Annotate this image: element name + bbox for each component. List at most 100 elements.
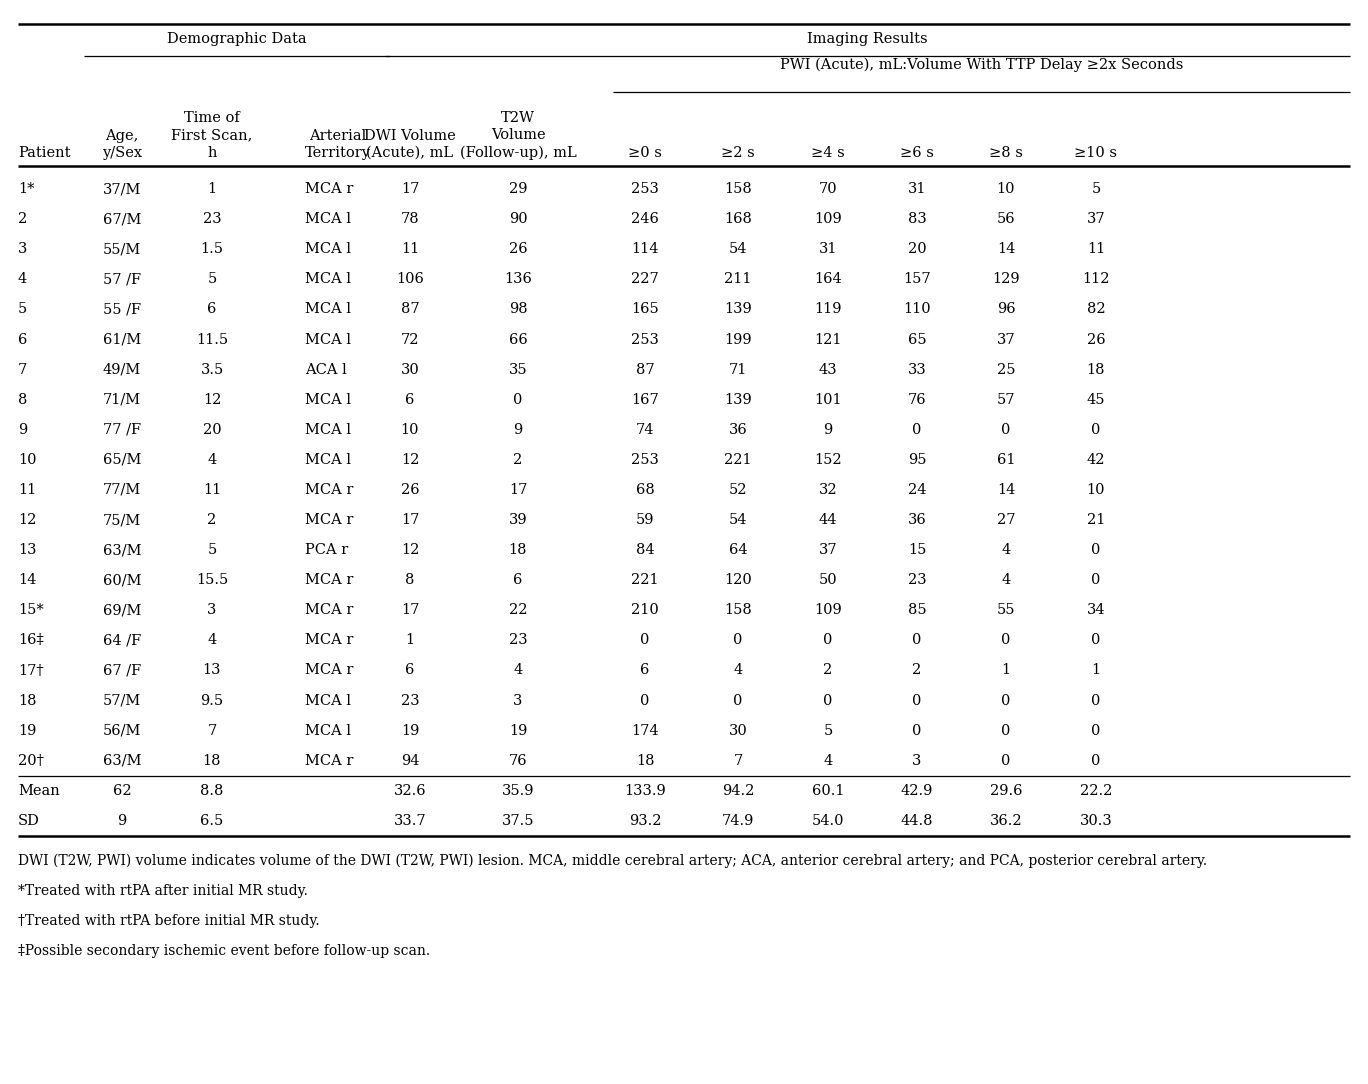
Text: 30: 30: [729, 724, 747, 738]
Text: MCA l: MCA l: [305, 302, 352, 317]
Text: 253: 253: [631, 453, 659, 467]
Text: 32: 32: [818, 483, 837, 496]
Text: ‡Possible secondary ischemic event before follow-up scan.: ‡Possible secondary ischemic event befor…: [18, 944, 430, 958]
Text: MCA l: MCA l: [305, 272, 352, 286]
Text: Arterial
Territory: Arterial Territory: [305, 129, 371, 160]
Text: 11: 11: [202, 483, 222, 496]
Text: 77/M: 77/M: [103, 483, 141, 496]
Text: 68: 68: [636, 483, 654, 496]
Text: 37: 37: [997, 333, 1015, 347]
Text: 9: 9: [118, 814, 127, 828]
Text: 87: 87: [401, 302, 420, 317]
Text: 112: 112: [1082, 272, 1109, 286]
Text: 57 /F: 57 /F: [103, 272, 141, 286]
Text: 4: 4: [824, 753, 833, 767]
Text: 221: 221: [631, 573, 659, 588]
Text: 22.2: 22.2: [1079, 784, 1112, 798]
Text: 60/M: 60/M: [103, 573, 141, 588]
Text: 57: 57: [997, 392, 1015, 406]
Text: 17: 17: [401, 513, 419, 527]
Text: 8: 8: [18, 392, 27, 406]
Text: 158: 158: [724, 182, 752, 196]
Text: DWI (T2W, PWI) volume indicates volume of the DWI (T2W, PWI) lesion. MCA, middle: DWI (T2W, PWI) volume indicates volume o…: [18, 854, 1207, 868]
Text: 84: 84: [636, 543, 654, 557]
Text: 20†: 20†: [18, 753, 44, 767]
Text: 0: 0: [733, 633, 743, 647]
Text: 54.0: 54.0: [811, 814, 844, 828]
Text: MCA l: MCA l: [305, 423, 352, 437]
Text: 76: 76: [509, 753, 527, 767]
Text: MCA l: MCA l: [305, 453, 352, 467]
Text: 71: 71: [729, 362, 747, 376]
Text: 35: 35: [509, 362, 527, 376]
Text: 26: 26: [1086, 333, 1105, 347]
Text: 12: 12: [401, 453, 419, 467]
Text: 29: 29: [509, 182, 527, 196]
Text: 2: 2: [912, 663, 922, 678]
Text: 93.2: 93.2: [629, 814, 661, 828]
Text: 75/M: 75/M: [103, 513, 141, 527]
Text: MCA l: MCA l: [305, 333, 352, 347]
Text: 6: 6: [640, 663, 650, 678]
Text: 20: 20: [202, 423, 222, 437]
Text: 129: 129: [992, 272, 1019, 286]
Text: 33: 33: [907, 362, 926, 376]
Text: MCA l: MCA l: [305, 392, 352, 406]
Text: 11: 11: [18, 483, 36, 496]
Text: Time of
First Scan,
h: Time of First Scan, h: [171, 112, 253, 160]
Text: 0: 0: [513, 392, 523, 406]
Text: 199: 199: [724, 333, 752, 347]
Text: 0: 0: [1092, 724, 1101, 738]
Text: 64: 64: [729, 543, 747, 557]
Text: 72: 72: [401, 333, 419, 347]
Text: 14: 14: [997, 483, 1015, 496]
Text: 26: 26: [401, 483, 420, 496]
Text: 37: 37: [1086, 212, 1105, 227]
Text: 14: 14: [997, 242, 1015, 256]
Text: 98: 98: [509, 302, 527, 317]
Text: 59: 59: [636, 513, 654, 527]
Text: 0: 0: [1001, 753, 1011, 767]
Text: ≥10 s: ≥10 s: [1074, 146, 1118, 160]
Text: 83: 83: [907, 212, 926, 227]
Text: 4: 4: [208, 453, 216, 467]
Text: 110: 110: [903, 302, 930, 317]
Text: 10: 10: [1086, 483, 1105, 496]
Text: 36: 36: [729, 423, 747, 437]
Text: 56: 56: [997, 212, 1015, 227]
Text: 1*: 1*: [18, 182, 34, 196]
Text: 2: 2: [824, 663, 833, 678]
Text: 55 /F: 55 /F: [103, 302, 141, 317]
Text: 15.5: 15.5: [196, 573, 228, 588]
Text: 3: 3: [18, 242, 27, 256]
Text: 4: 4: [733, 663, 743, 678]
Text: 17†: 17†: [18, 663, 44, 678]
Text: 18: 18: [636, 753, 654, 767]
Text: 12: 12: [202, 392, 222, 406]
Text: Demographic Data: Demographic Data: [167, 33, 306, 46]
Text: 19: 19: [401, 724, 419, 738]
Text: 10: 10: [401, 423, 419, 437]
Text: 106: 106: [397, 272, 424, 286]
Text: 5: 5: [1092, 182, 1101, 196]
Text: 0: 0: [1092, 753, 1101, 767]
Text: 61: 61: [997, 453, 1015, 467]
Text: 64 /F: 64 /F: [103, 633, 141, 647]
Text: 26: 26: [509, 242, 527, 256]
Text: ≥2 s: ≥2 s: [721, 146, 755, 160]
Text: 54: 54: [729, 513, 747, 527]
Text: 4: 4: [1001, 573, 1011, 588]
Text: 12: 12: [18, 513, 37, 527]
Text: 18: 18: [509, 543, 527, 557]
Text: 0: 0: [1001, 633, 1011, 647]
Text: MCA l: MCA l: [305, 212, 352, 227]
Text: 0: 0: [1001, 423, 1011, 437]
Text: 136: 136: [503, 272, 532, 286]
Text: 1.5: 1.5: [201, 242, 223, 256]
Text: 164: 164: [814, 272, 841, 286]
Text: MCA l: MCA l: [305, 242, 352, 256]
Text: 2: 2: [18, 212, 27, 227]
Text: 13: 13: [18, 543, 37, 557]
Text: 31: 31: [819, 242, 837, 256]
Text: 30: 30: [401, 362, 420, 376]
